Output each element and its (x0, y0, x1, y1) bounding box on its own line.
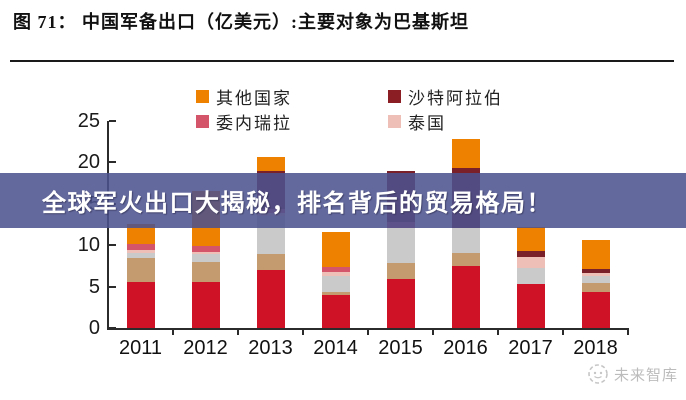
bar-segment (126, 250, 155, 253)
bar-segment (386, 279, 415, 328)
x-category-label: 2011 (118, 337, 162, 359)
bar-segment (451, 253, 480, 266)
legend-swatch-lightpink-icon (388, 115, 401, 128)
x-category-label: 2018 (573, 337, 618, 359)
x-tick (302, 330, 304, 335)
y-tick (109, 161, 116, 164)
legend-item-venezuela: 委内瑞拉 (196, 109, 292, 134)
bar-segment (321, 231, 350, 267)
x-category-label: 2014 (313, 337, 358, 359)
bar-segment (191, 261, 220, 283)
legend-label: 其他国家 (216, 89, 292, 108)
y-tick (109, 327, 116, 329)
legend-item-thailand: 泰国 (388, 109, 446, 134)
bar-segment (581, 272, 610, 276)
y-tick (109, 244, 116, 247)
bar-segment (581, 283, 610, 292)
bar-segment (516, 268, 545, 285)
bar-segment (126, 223, 155, 244)
watermark-label: 未来智库 (613, 366, 678, 384)
bar-segment (191, 282, 220, 328)
bar-segment (581, 240, 610, 270)
bar-segment (191, 254, 220, 262)
y-tick-label: 10 (77, 234, 100, 257)
x-category-label: 2017 (508, 337, 553, 359)
bar-segment (516, 284, 545, 328)
legend-label: 委内瑞拉 (216, 114, 292, 133)
bar-segment (321, 271, 350, 276)
y-tick (109, 120, 116, 122)
bar-segment (321, 266, 350, 272)
y-tick-label: 0 (88, 317, 100, 339)
legend-item-other-countries: 其他国家 (196, 84, 292, 109)
bar-segment (516, 256, 545, 269)
bar-segment (451, 139, 480, 169)
bar-segment (451, 265, 480, 328)
legend-label: 泰国 (408, 114, 446, 133)
x-tick (627, 330, 629, 335)
bar-segment (516, 250, 545, 257)
x-tick (237, 330, 239, 335)
bar-segment (126, 243, 155, 251)
x-tick (172, 330, 174, 335)
x-tick (562, 330, 564, 335)
legend-swatch-orange-icon (196, 90, 209, 103)
legend-swatch-darkred-icon (388, 90, 401, 103)
x-tick (497, 330, 499, 335)
x-category-label: 2015 (378, 337, 423, 359)
bar-segment (321, 291, 350, 295)
bar-segment (386, 227, 415, 264)
y-tick-label: 20 (77, 151, 100, 174)
bar-segment (321, 294, 350, 328)
bar-segment (256, 270, 285, 328)
x-axis (107, 328, 629, 330)
bar-segment (581, 275, 610, 284)
title-divider (10, 60, 674, 62)
legend-swatch-rose-icon (196, 115, 209, 128)
x-category-label: 2012 (183, 337, 228, 359)
bar-segment (516, 226, 545, 251)
bar-segment (126, 282, 155, 328)
bar-segment (451, 227, 480, 254)
bar-segment (126, 252, 155, 259)
bar-segment (386, 263, 415, 280)
watermark-logo-icon (588, 364, 608, 384)
y-tick (109, 285, 116, 288)
x-tick (367, 330, 369, 335)
bar-segment (191, 246, 220, 252)
headline-banner: 全球军火出口大揭秘，排名背后的贸易格局！ (0, 173, 686, 228)
x-category-label: 2016 (443, 337, 488, 359)
legend-label: 沙特阿拉伯 (408, 89, 503, 108)
y-tick-label: 25 (77, 110, 100, 132)
legend-item-saudi-arabia: 沙特阿拉伯 (388, 84, 503, 109)
watermark: 未来智库 (587, 363, 678, 385)
y-tick-label: 5 (88, 275, 100, 298)
bar-segment (581, 269, 610, 273)
bar-segment (321, 275, 350, 292)
figure-title: 图 71： 中国军备出口（亿美元）:主要对象为巴基斯坦 (13, 12, 469, 32)
x-tick (432, 330, 434, 335)
headline-text: 全球军火出口大揭秘，排名背后的贸易格局！ (42, 190, 552, 217)
bar-segment (256, 254, 285, 271)
x-category-label: 2013 (248, 337, 293, 359)
bar-segment (126, 258, 155, 283)
bar-segment (256, 157, 285, 171)
bar-segment (191, 251, 220, 255)
bar-segment (581, 291, 610, 328)
